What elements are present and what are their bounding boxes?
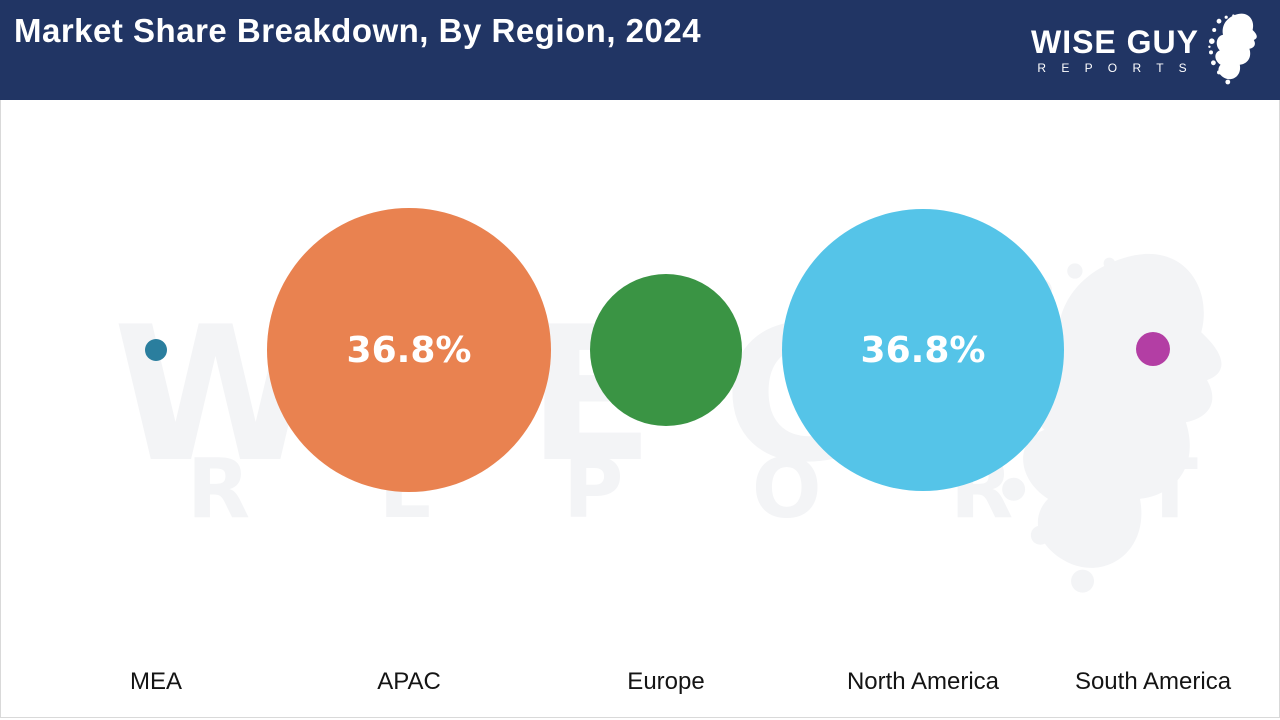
brand-name: WISE GUY <box>1030 24 1199 60</box>
page-title: Market Share Breakdown, By Region, 2024 <box>14 12 702 49</box>
brand-logo-text: WISE GUY R E P O R T S <box>1026 26 1204 75</box>
category-label-apac: APAC <box>377 668 441 695</box>
bubble-south-america <box>1136 332 1170 366</box>
category-label-south-america: South America <box>1074 668 1232 695</box>
brand-subtitle: R E P O R T S <box>1037 61 1193 75</box>
bubble-mea <box>145 339 167 361</box>
category-label-north-america: North America <box>846 668 1000 695</box>
bubble-value-label: 36.8% <box>860 329 986 371</box>
bubble-north-america: 36.8% <box>782 209 1064 491</box>
bubble-value-label: 36.8% <box>346 329 472 371</box>
category-label-mea: MEA <box>129 668 183 695</box>
bubble-europe <box>590 274 742 426</box>
header-bar: Market Share Breakdown, By Region, 2024 … <box>0 0 1280 100</box>
bubble-apac: 36.8% <box>267 208 551 492</box>
brand-logo: WISE GUY R E P O R T S <box>1026 8 1266 92</box>
brand-face-icon <box>1204 10 1266 90</box>
bubble-chart: WISE GUY R E P O R T S MEA36.8%APACEurop… <box>0 100 1280 718</box>
category-label-europe: Europe <box>627 668 705 695</box>
